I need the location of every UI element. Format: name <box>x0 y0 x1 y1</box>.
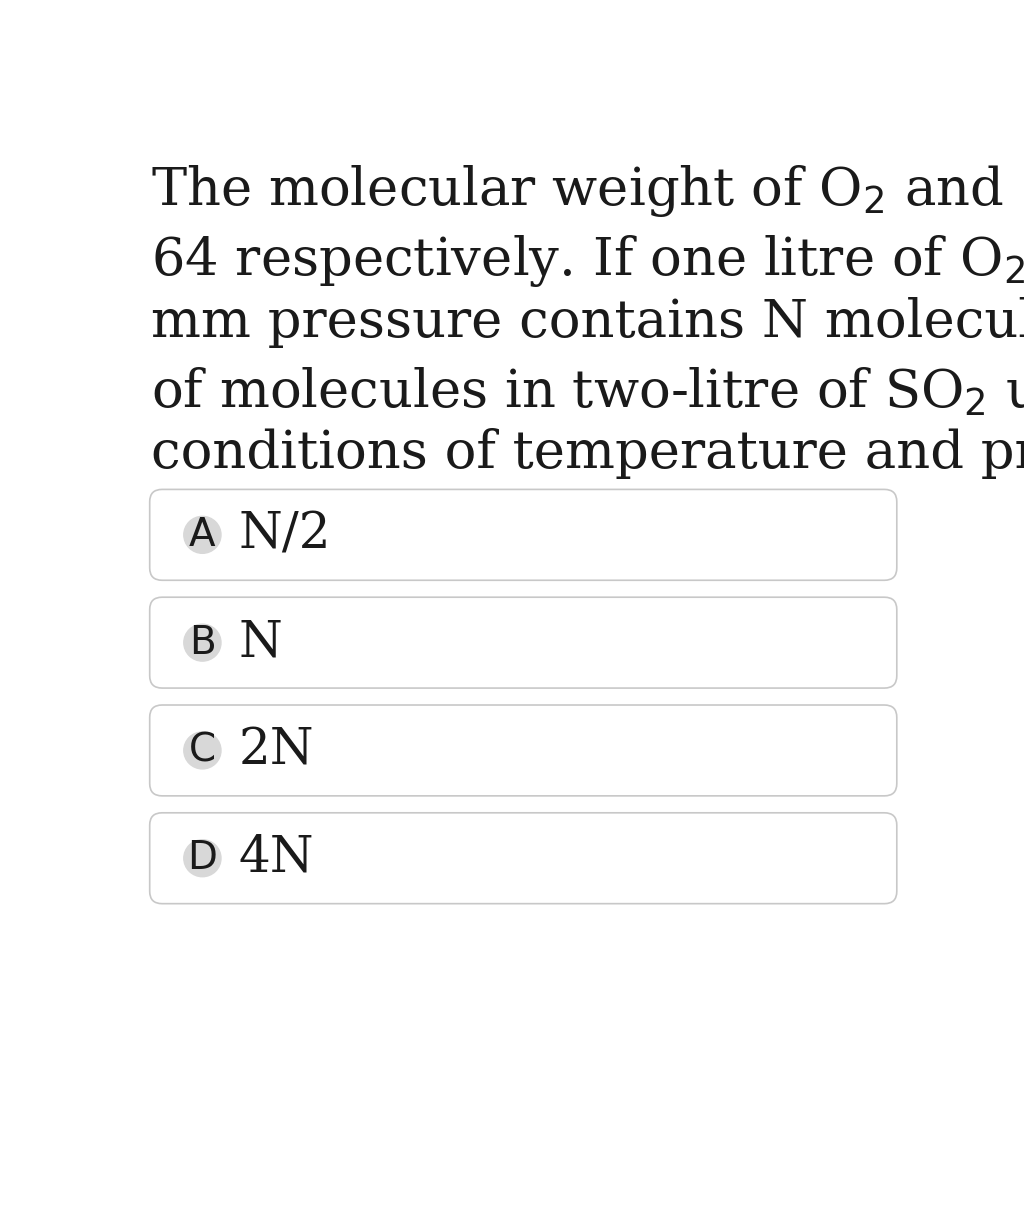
Text: conditions of temperature and pressure will be :: conditions of temperature and pressure w… <box>152 428 1024 478</box>
Text: of molecules in two-litre of SO$_2$ under the same: of molecules in two-litre of SO$_2$ unde… <box>152 366 1024 418</box>
FancyBboxPatch shape <box>150 813 897 904</box>
Text: 2N: 2N <box>239 725 314 775</box>
Text: N/2: N/2 <box>239 510 332 560</box>
Circle shape <box>183 731 221 769</box>
Text: The molecular weight of O$_2$ and SO$_2$ are 32 and: The molecular weight of O$_2$ and SO$_2$… <box>152 164 1024 219</box>
FancyBboxPatch shape <box>150 597 897 689</box>
Text: A: A <box>189 516 216 554</box>
FancyBboxPatch shape <box>150 704 897 796</box>
Circle shape <box>183 516 221 553</box>
Circle shape <box>183 840 221 877</box>
Text: 4N: 4N <box>239 834 314 883</box>
Text: C: C <box>188 731 216 769</box>
Text: mm pressure contains N molecules, the number: mm pressure contains N molecules, the nu… <box>152 297 1024 347</box>
Text: N: N <box>239 618 283 668</box>
Text: D: D <box>187 839 217 877</box>
FancyBboxPatch shape <box>150 489 897 580</box>
Circle shape <box>183 624 221 662</box>
Text: 64 respectively. If one litre of O$_2$ at 15°C and 759: 64 respectively. If one litre of O$_2$ a… <box>152 232 1024 289</box>
Text: B: B <box>189 624 216 662</box>
